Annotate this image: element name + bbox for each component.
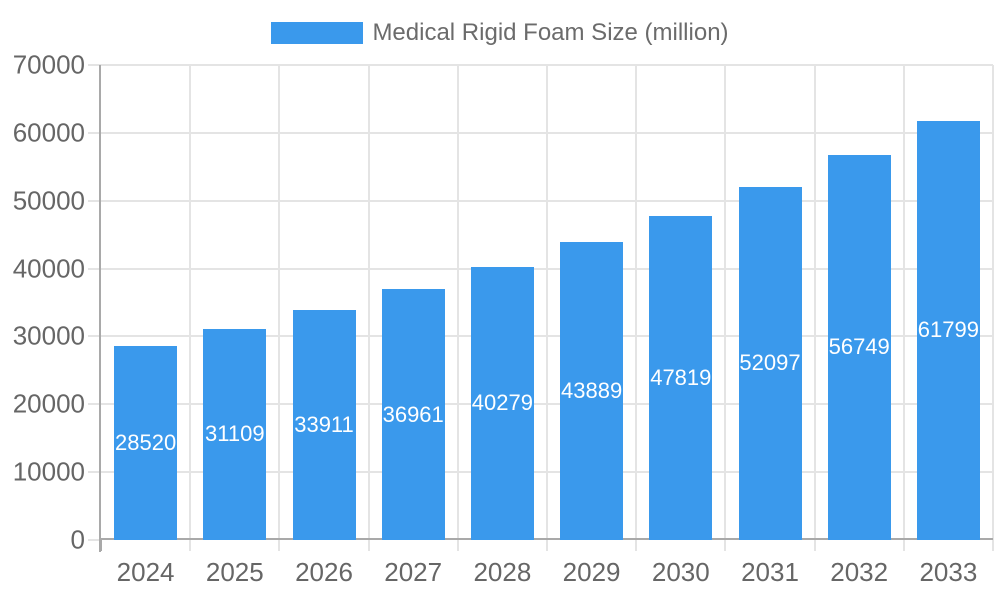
v-gridline [902,65,905,540]
v-gridline [635,65,638,540]
bar[interactable] [560,242,624,540]
bar-value-label: 31109 [205,421,265,447]
v-gridline [992,65,994,540]
y-axis-label: 40000 [12,253,85,284]
x-axis-label: 2029 [562,557,621,587]
bar-value-label: 61799 [917,317,979,343]
y-axis-label: 20000 [12,388,85,419]
legend[interactable]: Medical Rigid Foam Size (million) [0,18,1000,48]
v-gridline [813,65,816,540]
y-axis-tick [88,267,101,270]
bar-value-label: 33911 [294,411,354,437]
bar-value-label: 47819 [650,364,712,390]
y-axis-label: 10000 [12,456,85,487]
x-axis-tick [724,540,727,551]
bar-value-label: 28520 [115,430,177,456]
bar[interactable] [916,120,980,540]
bar-value-label: 40279 [471,390,533,416]
x-axis-tick [278,540,281,551]
y-axis-label: 70000 [12,49,85,80]
x-axis-label: 2026 [295,557,353,587]
x-axis-tick [635,540,638,551]
y-axis-tick [88,539,101,541]
bar[interactable] [292,309,356,540]
bar[interactable] [381,289,445,540]
y-axis-label: 50000 [12,185,85,216]
x-axis-tick [367,540,370,551]
v-gridline [189,65,192,540]
bar[interactable] [649,215,713,540]
x-axis-tick [100,540,102,551]
legend-swatch [271,22,364,44]
y-axis-tick [88,199,101,202]
legend-label: Medical Rigid Foam Size (million) [372,19,729,46]
x-axis-label: 2025 [205,557,264,587]
x-axis-label: 2028 [473,557,532,587]
x-axis-tick [189,540,192,551]
y-axis-line [99,65,101,552]
x-axis-tick [456,540,459,551]
bar[interactable] [827,154,891,540]
bar[interactable] [203,328,267,540]
v-gridline [367,65,370,540]
y-axis-tick [88,403,101,406]
v-gridline [456,65,459,540]
v-gridline [546,65,548,540]
bar-value-label: 36961 [382,401,444,427]
y-axis-label: 30000 [12,320,85,351]
plot-area: 28520 31109 33911 36961 40279 43889 47819 52097… [101,65,993,540]
x-axis-tick [813,540,816,551]
bar-value-label: 52097 [739,350,801,376]
bar[interactable] [470,266,534,540]
x-axis-label: 2033 [919,557,978,587]
y-axis-label: 60000 [12,117,85,148]
bar-value-label: 43889 [561,378,623,404]
y-axis-tick [88,335,101,338]
x-axis-tick [992,540,994,551]
bar-value-label: 56749 [828,334,890,360]
bar[interactable] [738,186,802,540]
x-axis-label: 2031 [741,557,799,587]
x-axis-label: 2030 [651,557,710,587]
x-axis-tick [902,540,905,551]
v-gridline [278,65,281,540]
x-axis-label: 2032 [830,557,889,587]
x-axis-line [99,538,993,540]
bar[interactable] [114,346,178,540]
y-axis-tick [88,64,101,66]
y-axis-label: 0 [70,524,85,555]
v-gridline [724,65,727,540]
x-axis-tick [546,540,548,551]
y-axis-tick [88,131,101,134]
x-axis-label: 2024 [116,557,175,587]
y-axis-tick [88,471,101,474]
x-axis-label: 2027 [384,557,443,587]
